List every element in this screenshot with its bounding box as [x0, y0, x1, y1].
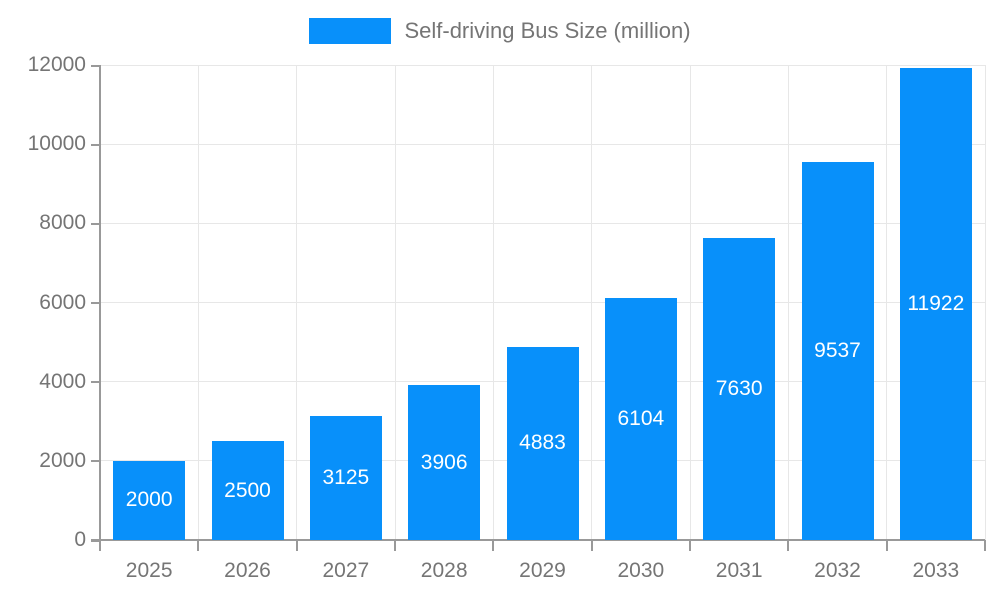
- legend-label: Self-driving Bus Size (million): [404, 18, 691, 43]
- x-tick: [492, 540, 495, 551]
- bar-value-label: 3125: [322, 466, 370, 490]
- x-gridline: [197, 65, 199, 540]
- bar[interactable]: [703, 237, 776, 540]
- x-tick-label: 2025: [125, 559, 173, 582]
- y-tick: [91, 64, 100, 67]
- y-tick-label: 10000: [27, 132, 86, 156]
- y-gridline: [100, 143, 985, 145]
- x-tick-label: 2032: [814, 559, 861, 582]
- bar[interactable]: [211, 441, 284, 540]
- y-tick: [91, 460, 100, 463]
- bar[interactable]: [506, 346, 579, 540]
- x-tick-label: 2033: [912, 559, 960, 582]
- bar[interactable]: [113, 460, 186, 540]
- x-tick-label: 2027: [322, 559, 370, 582]
- x-gridline: [591, 65, 593, 540]
- bar[interactable]: [408, 385, 481, 540]
- y-axis-line: [99, 65, 101, 540]
- x-gridline: [689, 65, 691, 540]
- bar-value-label: 4883: [519, 431, 566, 455]
- x-gridline: [296, 65, 298, 540]
- y-tick: [91, 143, 100, 146]
- bar-value-label: 11922: [907, 292, 965, 316]
- x-tick: [590, 540, 593, 551]
- x-tick-label: 2030: [617, 559, 665, 582]
- y-tick-label: 2000: [39, 448, 86, 472]
- bar-value-label: 3906: [420, 450, 468, 474]
- y-tick-label: 12000: [27, 53, 86, 76]
- y-tick: [91, 222, 100, 225]
- x-gridline: [394, 65, 396, 540]
- x-tick: [197, 540, 200, 551]
- bar[interactable]: [604, 298, 677, 540]
- x-tick: [394, 540, 396, 551]
- y-gridline: [100, 64, 985, 66]
- y-tick-label: 8000: [39, 211, 86, 235]
- bar[interactable]: [899, 68, 972, 540]
- x-gridline: [787, 65, 789, 540]
- x-gridline: [492, 65, 494, 540]
- y-tick: [91, 302, 100, 304]
- x-tick-label: 2028: [420, 559, 468, 582]
- y-gridline: [100, 302, 985, 303]
- bar-value-label: 6104: [617, 407, 665, 431]
- y-tick: [91, 381, 100, 384]
- y-tick-label: 4000: [39, 369, 86, 393]
- bar[interactable]: [801, 162, 874, 540]
- x-gridline: [886, 65, 888, 540]
- x-tick: [295, 540, 298, 551]
- legend-swatch: [309, 18, 392, 44]
- y-tick-label: 6000: [39, 290, 86, 314]
- x-tick: [99, 540, 101, 551]
- y-gridline: [100, 222, 985, 224]
- x-tick: [984, 540, 986, 551]
- bar-value-label: 9537: [814, 339, 861, 363]
- legend[interactable]: Self-driving Bus Size (million): [0, 18, 1000, 44]
- bar-value-label: 2000: [125, 488, 173, 512]
- bar-value-label: 2500: [224, 478, 271, 502]
- x-tick-label: 2029: [519, 559, 566, 582]
- x-axis-line: [91, 539, 985, 541]
- x-tick: [885, 540, 888, 551]
- bar-value-label: 7630: [715, 376, 763, 400]
- x-gridline: [984, 65, 986, 540]
- x-tick: [689, 540, 691, 551]
- bar[interactable]: [309, 416, 382, 540]
- x-tick-label: 2031: [715, 559, 763, 582]
- y-tick-label: 0: [74, 528, 86, 551]
- x-tick-label: 2026: [224, 559, 271, 582]
- x-tick: [787, 540, 790, 551]
